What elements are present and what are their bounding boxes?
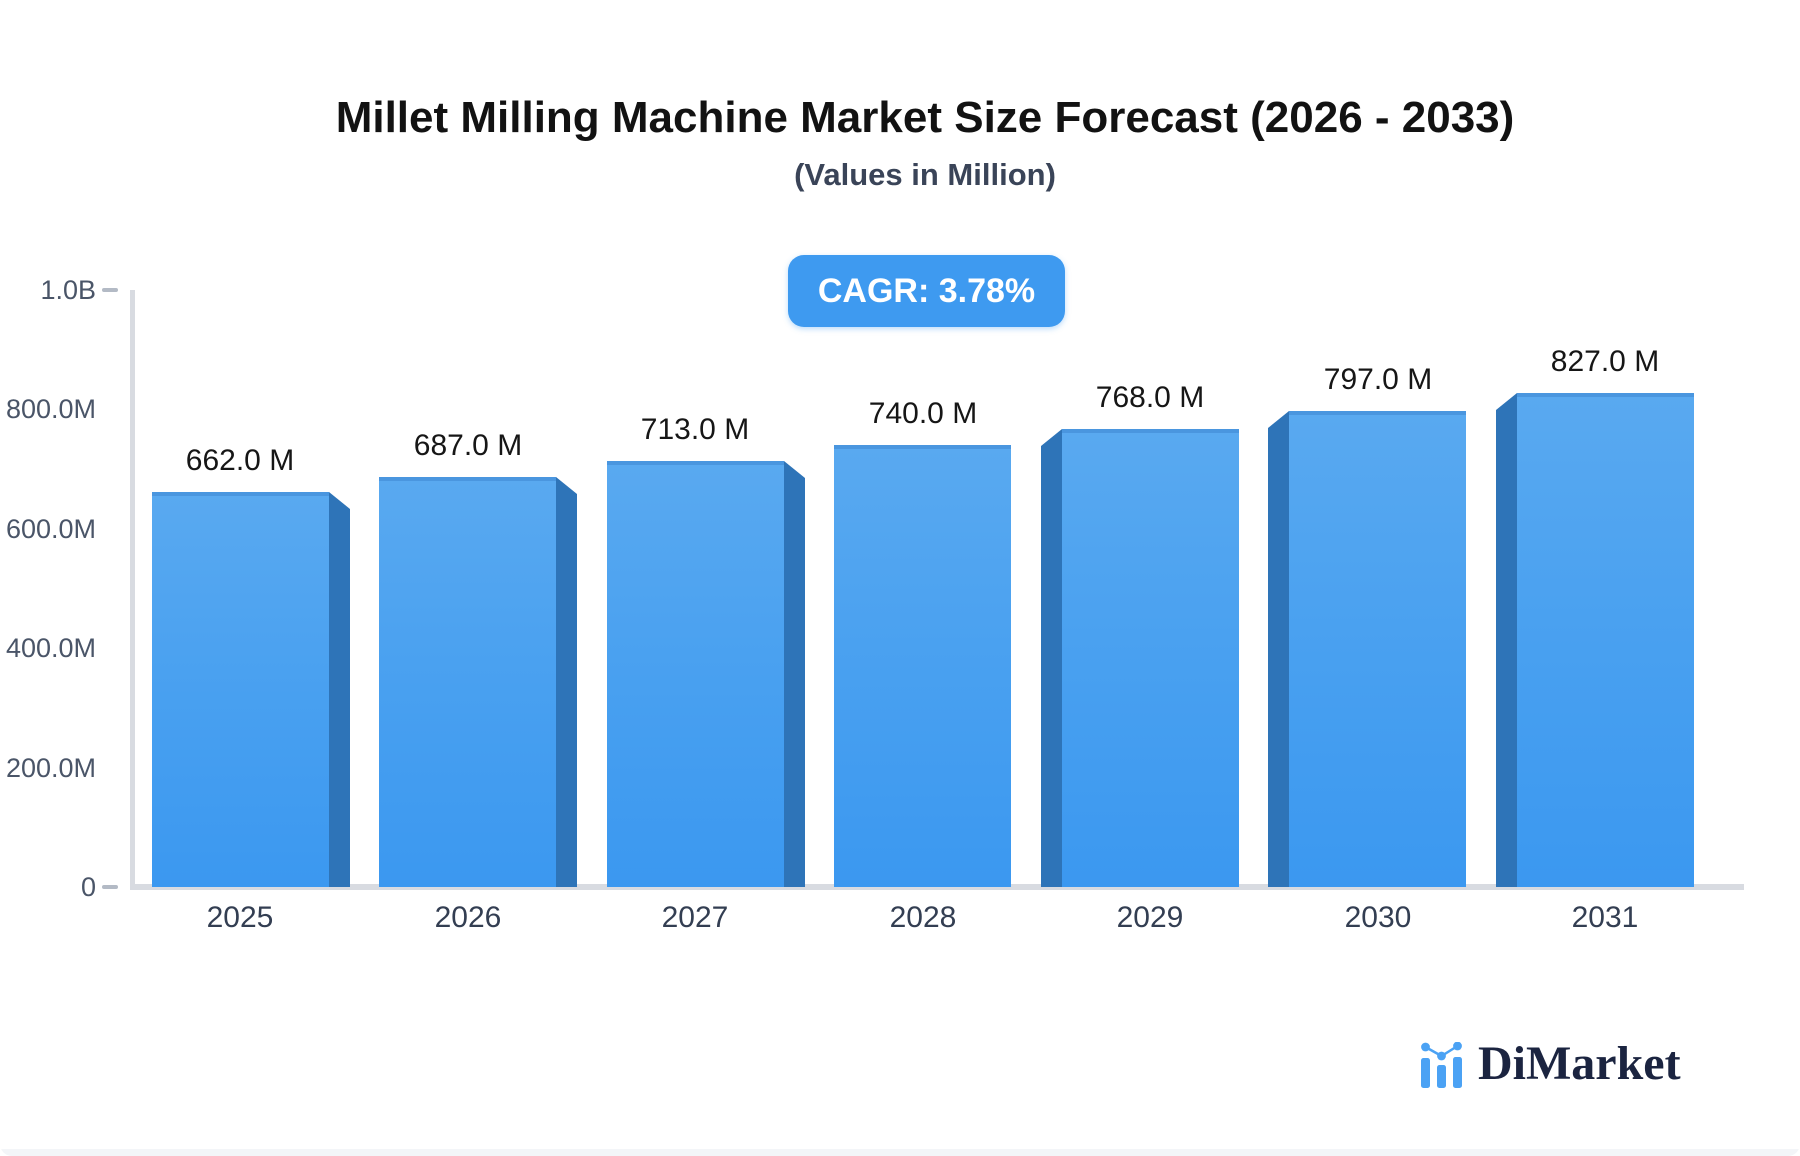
bar-side-face: [784, 461, 805, 887]
bar[interactable]: [607, 461, 784, 887]
cagr-badge-label: CAGR: 3.78%: [817, 271, 1036, 310]
bar-side-face: [556, 477, 577, 887]
bottom-strip: [0, 1149, 1800, 1156]
bar-value-label: 687.0 M: [413, 429, 523, 462]
x-axis-label: 2030: [1344, 901, 1412, 934]
bar-value-label: 768.0 M: [1095, 381, 1205, 414]
bar-side-face: [1496, 393, 1517, 887]
x-axis-label: 2026: [434, 901, 502, 934]
bar-value-label: 662.0 M: [185, 444, 295, 477]
bar[interactable]: [379, 477, 556, 887]
chart-title: Millet Milling Machine Market Size Forec…: [335, 93, 1515, 142]
bar-chart-logo-icon: [1421, 1042, 1462, 1088]
bar-value-label: 713.0 M: [640, 413, 750, 446]
bar[interactable]: [1289, 411, 1466, 887]
bar-value-label: 797.0 M: [1323, 363, 1433, 396]
x-axis-label: 2029: [1116, 901, 1184, 934]
bar-side-face: [1041, 429, 1062, 887]
y-axis-label: 0: [80, 872, 96, 902]
bar-value-label: 740.0 M: [868, 397, 978, 430]
x-axis-label: 2027: [661, 901, 729, 934]
chart-subtitle: (Values in Million): [794, 157, 1056, 192]
x-axis-label: 2028: [889, 901, 957, 934]
chart-header: Millet Milling Machine Market Size Forec…: [25, 0, 1800, 193]
bar-value-label: 827.0 M: [1550, 345, 1660, 378]
brand-logo: DiMarket: [1420, 1040, 1681, 1088]
y-axis-line: [130, 290, 135, 887]
cagr-badge: CAGR: 3.78%: [788, 255, 1065, 327]
y-axis-tick: [102, 885, 118, 889]
y-axis-label: 1.0B: [40, 275, 96, 305]
y-axis-tick: [102, 288, 118, 292]
y-axis-label: 800.0M: [5, 394, 96, 424]
x-axis-label: 2025: [206, 901, 274, 934]
bar-side-face: [329, 492, 350, 887]
bar-side-face: [1268, 411, 1289, 887]
y-axis-label: 200.0M: [5, 753, 96, 783]
brand-name: DiMarket: [1478, 1037, 1681, 1090]
bar[interactable]: [1517, 393, 1694, 887]
y-axis-label: 400.0M: [5, 633, 96, 663]
bar[interactable]: [152, 492, 329, 887]
bar[interactable]: [1062, 429, 1239, 887]
x-axis-label: 2031: [1571, 901, 1639, 934]
x-axis-line: [130, 884, 1744, 890]
y-axis-label: 600.0M: [5, 514, 96, 544]
bar[interactable]: [834, 445, 1011, 887]
